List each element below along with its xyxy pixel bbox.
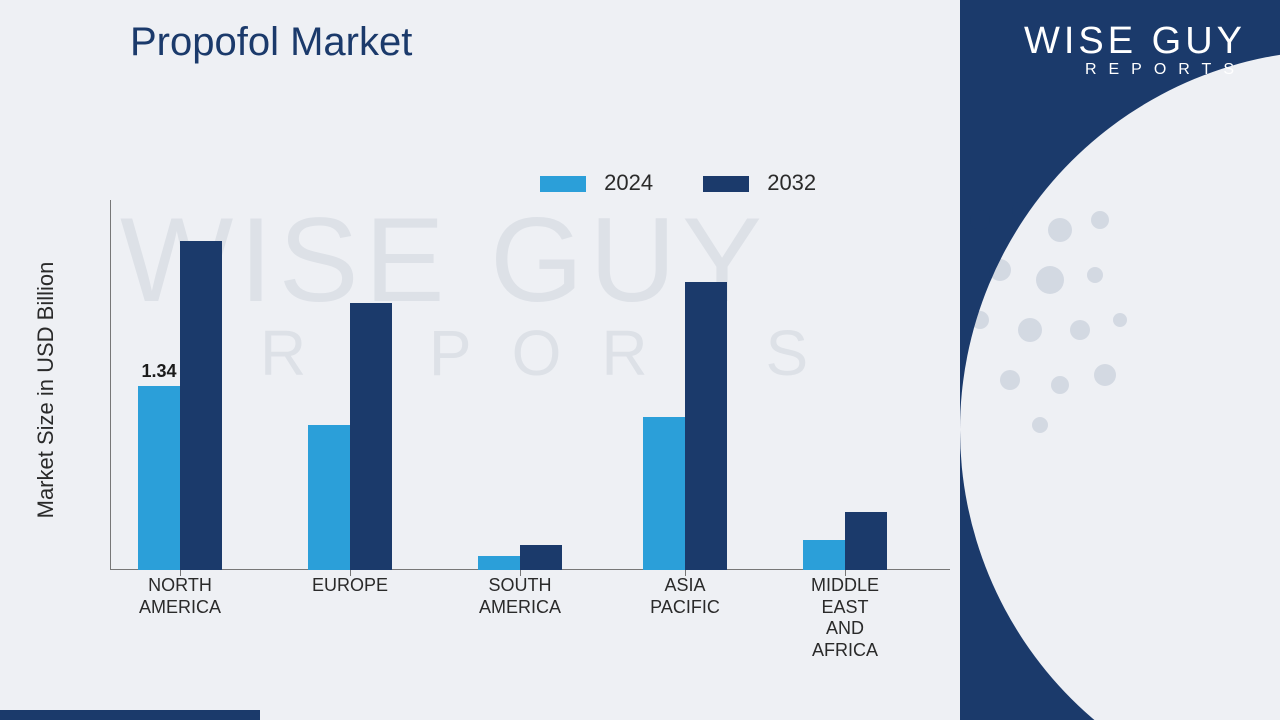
legend-swatch-2024 — [540, 176, 586, 192]
y-axis-line — [110, 200, 111, 570]
legend-item-2032: 2032 — [703, 170, 816, 196]
footer-stripe — [0, 710, 260, 720]
category-label: EUROPE — [312, 575, 388, 597]
page-root: WISE GUY REPORTS Propofol Market WISE GU… — [0, 0, 1280, 720]
brand-logo-line2: REPORTS — [1024, 62, 1246, 78]
bar-2032 — [845, 512, 887, 570]
brand-panel — [960, 0, 1280, 720]
legend-label-2024: 2024 — [604, 170, 653, 195]
legend-item-2024: 2024 — [540, 170, 653, 196]
bar-group — [803, 512, 887, 570]
category-label: NORTH AMERICA — [139, 575, 221, 618]
panel-cutout-circle — [960, 50, 1280, 720]
bar-group — [478, 545, 562, 570]
brand-logo-line1: WISE GUY — [1024, 22, 1246, 60]
legend: 2024 2032 — [540, 170, 816, 196]
bar-2024 — [308, 425, 350, 570]
chart-plot-area: 1.34 — [110, 200, 950, 570]
y-axis-label: Market Size in USD Billion — [33, 133, 59, 390]
bar-2024 — [138, 386, 180, 570]
brand-logo: WISE GUY REPORTS — [1024, 22, 1246, 78]
bar-2024 — [803, 540, 845, 570]
value-label: 1.34 — [141, 361, 176, 382]
chart-title: Propofol Market — [130, 20, 412, 65]
legend-label-2032: 2032 — [767, 170, 816, 195]
category-label: MIDDLE EAST AND AFRICA — [811, 575, 879, 661]
x-axis-categories: NORTH AMERICA EUROPE SOUTH AMERICA ASIA PAC… — [110, 575, 950, 705]
legend-swatch-2032 — [703, 176, 749, 192]
bar-2024 — [643, 417, 685, 570]
category-label: ASIA PACIFIC — [650, 575, 720, 618]
bar-group — [643, 282, 727, 570]
category-label: SOUTH AMERICA — [479, 575, 561, 618]
bar-group — [308, 303, 392, 570]
bar-2032 — [350, 303, 392, 570]
bar-2032 — [685, 282, 727, 570]
y-axis-label-text: Market Size in USD Billion — [33, 262, 59, 519]
bar-2032 — [180, 241, 222, 570]
bar-2032 — [520, 545, 562, 570]
bar-2024 — [478, 556, 520, 570]
bar-group — [138, 241, 222, 570]
